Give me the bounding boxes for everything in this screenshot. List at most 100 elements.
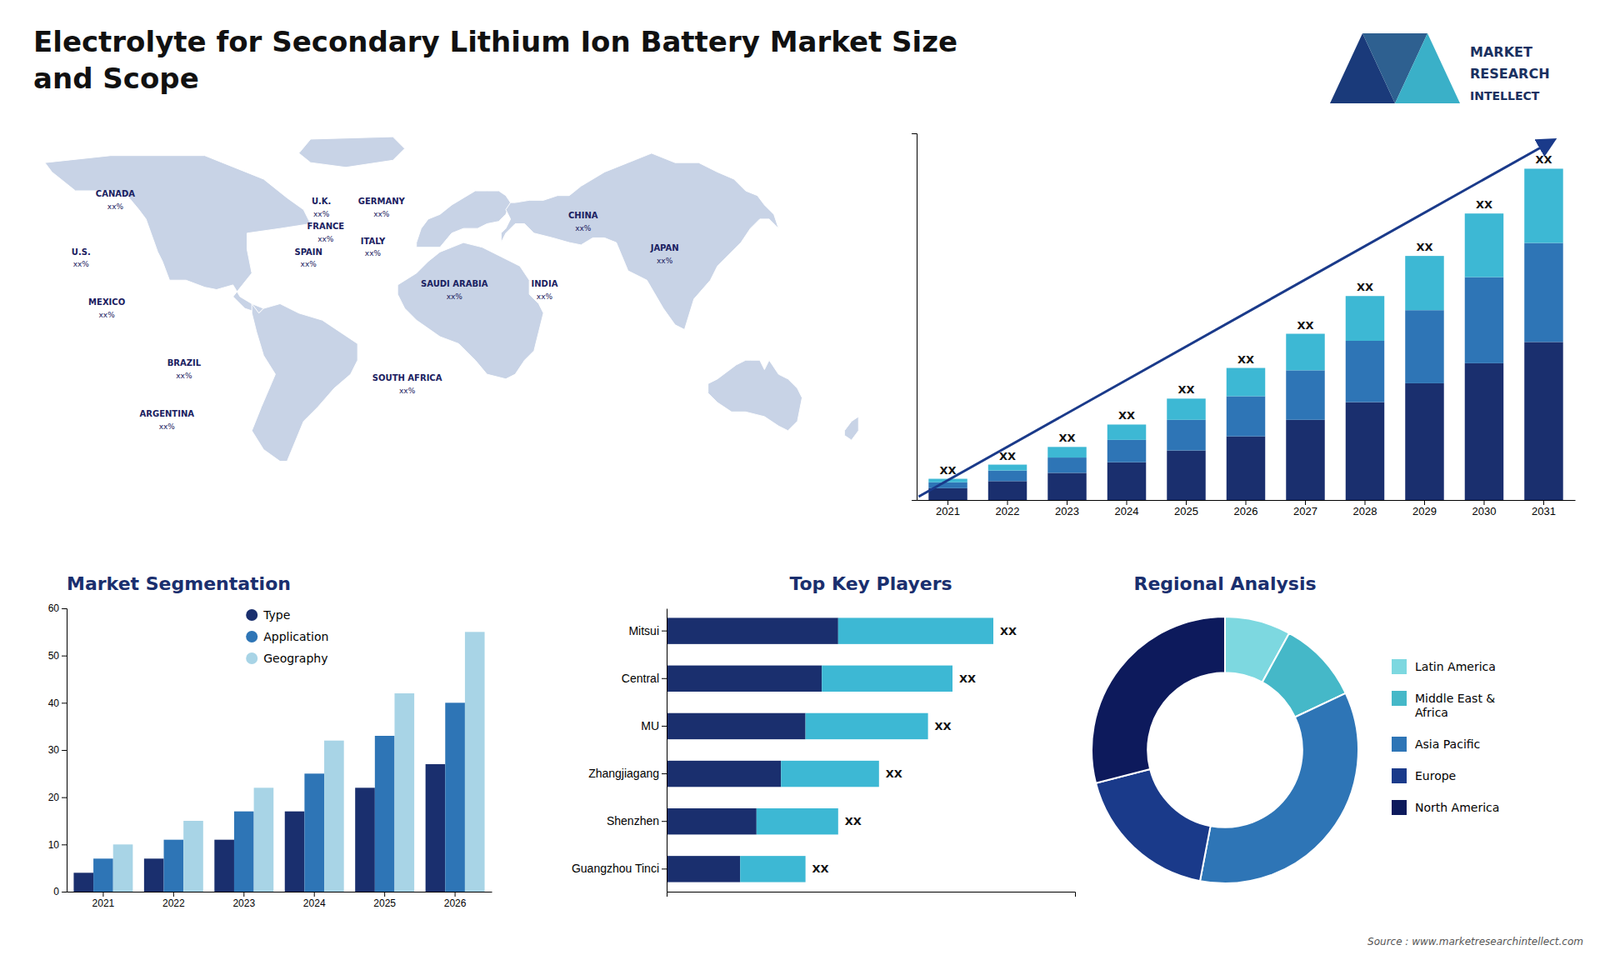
bar xyxy=(214,840,235,892)
bars xyxy=(73,631,485,892)
map-label: SPAIN xyxy=(294,247,322,257)
land xyxy=(45,155,311,314)
tick-mark xyxy=(61,891,67,893)
bar xyxy=(988,470,1027,482)
map-sublabel: xx% xyxy=(365,249,382,258)
tick-mark xyxy=(61,608,67,610)
tick-label: 2026 xyxy=(1234,505,1259,518)
tick-label: 30 xyxy=(48,744,60,756)
legend-label: Type xyxy=(262,608,290,622)
legend-swatch xyxy=(245,652,258,665)
tick: 2021 xyxy=(92,891,115,910)
bar xyxy=(1285,334,1325,371)
segmentation-chart: Market Segmentation202120222023202420252… xyxy=(48,573,493,910)
bar xyxy=(164,840,185,892)
tick: 2021 xyxy=(935,500,960,518)
bar xyxy=(740,855,805,882)
tick-label: 0 xyxy=(53,885,60,898)
bar xyxy=(285,811,305,892)
bar xyxy=(1465,213,1504,277)
logo-text: RESEARCH xyxy=(1470,65,1550,82)
legend-item: Latin America xyxy=(1391,659,1496,675)
page-title-line: and Scope xyxy=(33,61,200,95)
tick: 2023 xyxy=(232,891,255,910)
tick: 20 xyxy=(48,791,67,804)
bar xyxy=(1166,398,1205,420)
tick-label: 2023 xyxy=(1055,505,1080,518)
bar xyxy=(254,787,275,892)
tick-mark xyxy=(102,891,104,897)
bar xyxy=(1166,420,1205,451)
tick: Zhangjiagang xyxy=(588,766,667,780)
tick: 2025 xyxy=(373,891,396,910)
tick-label: 20 xyxy=(48,791,60,804)
tick-label: 2029 xyxy=(1412,505,1437,518)
tick: 2028 xyxy=(1353,500,1378,518)
tick-mark xyxy=(1126,500,1128,505)
legend-item: Europe xyxy=(1391,768,1456,784)
tick-mark xyxy=(61,702,67,704)
tick-mark xyxy=(661,725,667,727)
tick-mark xyxy=(1483,500,1485,505)
tick-mark xyxy=(455,891,456,897)
legend-item: North America xyxy=(1391,800,1500,815)
bars xyxy=(666,617,994,882)
bar xyxy=(1047,446,1086,458)
map-label: GERMANY xyxy=(358,196,406,206)
bar xyxy=(1226,436,1265,500)
bar-annotation: XX xyxy=(1237,353,1255,366)
bar xyxy=(73,872,94,892)
bar-annotation: XX xyxy=(959,672,976,685)
map-label: U.S. xyxy=(71,247,91,257)
bar xyxy=(838,617,994,644)
bar-annotation: XX xyxy=(1058,431,1075,445)
tick: 2022 xyxy=(995,500,1020,518)
legend-label: Latin America xyxy=(1415,660,1496,674)
tick-label: 50 xyxy=(48,650,60,662)
map-sublabel: xx% xyxy=(159,422,176,431)
tick-mark xyxy=(61,750,67,751)
bar xyxy=(1047,472,1086,500)
bar-annotation: XX xyxy=(1118,409,1135,422)
map-label: JAPAN xyxy=(650,243,680,253)
bar xyxy=(144,858,165,892)
bar xyxy=(1107,462,1146,500)
map: CANADAxx%U.S.xx%MEXICOxx%BRAZILxx%ARGENT… xyxy=(45,136,859,461)
tick-mark xyxy=(1066,500,1068,505)
axis-line xyxy=(61,609,68,893)
bar xyxy=(1345,340,1385,403)
bar-annotation: XX xyxy=(1535,153,1552,166)
legend-swatch xyxy=(1391,768,1407,784)
tick-mark xyxy=(384,891,385,897)
tick-label: 2031 xyxy=(1531,505,1556,518)
axis: 2021202220232024202520262027202820292030… xyxy=(917,500,1576,518)
source: Source : www.marketresearchintellect.com xyxy=(1367,935,1584,948)
tick-mark xyxy=(661,868,667,870)
map-sublabel: xx% xyxy=(373,210,390,219)
bar xyxy=(928,488,967,500)
axis-line xyxy=(67,891,493,893)
map-sublabel: xx% xyxy=(317,235,335,244)
tick-label: 40 xyxy=(48,697,60,710)
tick-mark xyxy=(661,630,667,632)
bar-annotation: XX xyxy=(845,815,862,828)
legend-swatch xyxy=(245,609,258,621)
tick-label: 2026 xyxy=(444,897,467,910)
bar xyxy=(1524,168,1563,243)
bar xyxy=(1107,424,1146,440)
bar xyxy=(1226,395,1265,436)
map-label: FRANCE xyxy=(306,221,345,231)
axis xyxy=(911,134,918,501)
tick-label: Zhangjiagang xyxy=(588,766,660,780)
tick-label: MU xyxy=(640,719,660,733)
axis-line xyxy=(666,609,668,893)
tick-label: Central xyxy=(621,671,660,685)
tick-label: 10 xyxy=(48,839,60,851)
legend-label-line: Africa xyxy=(1415,705,1449,720)
tick-label: 2027 xyxy=(1293,505,1318,518)
bar xyxy=(756,808,839,835)
bar-annotation: XX xyxy=(1415,240,1433,254)
bar xyxy=(1285,370,1325,420)
tick-mark xyxy=(61,655,67,657)
bar xyxy=(1345,402,1385,500)
